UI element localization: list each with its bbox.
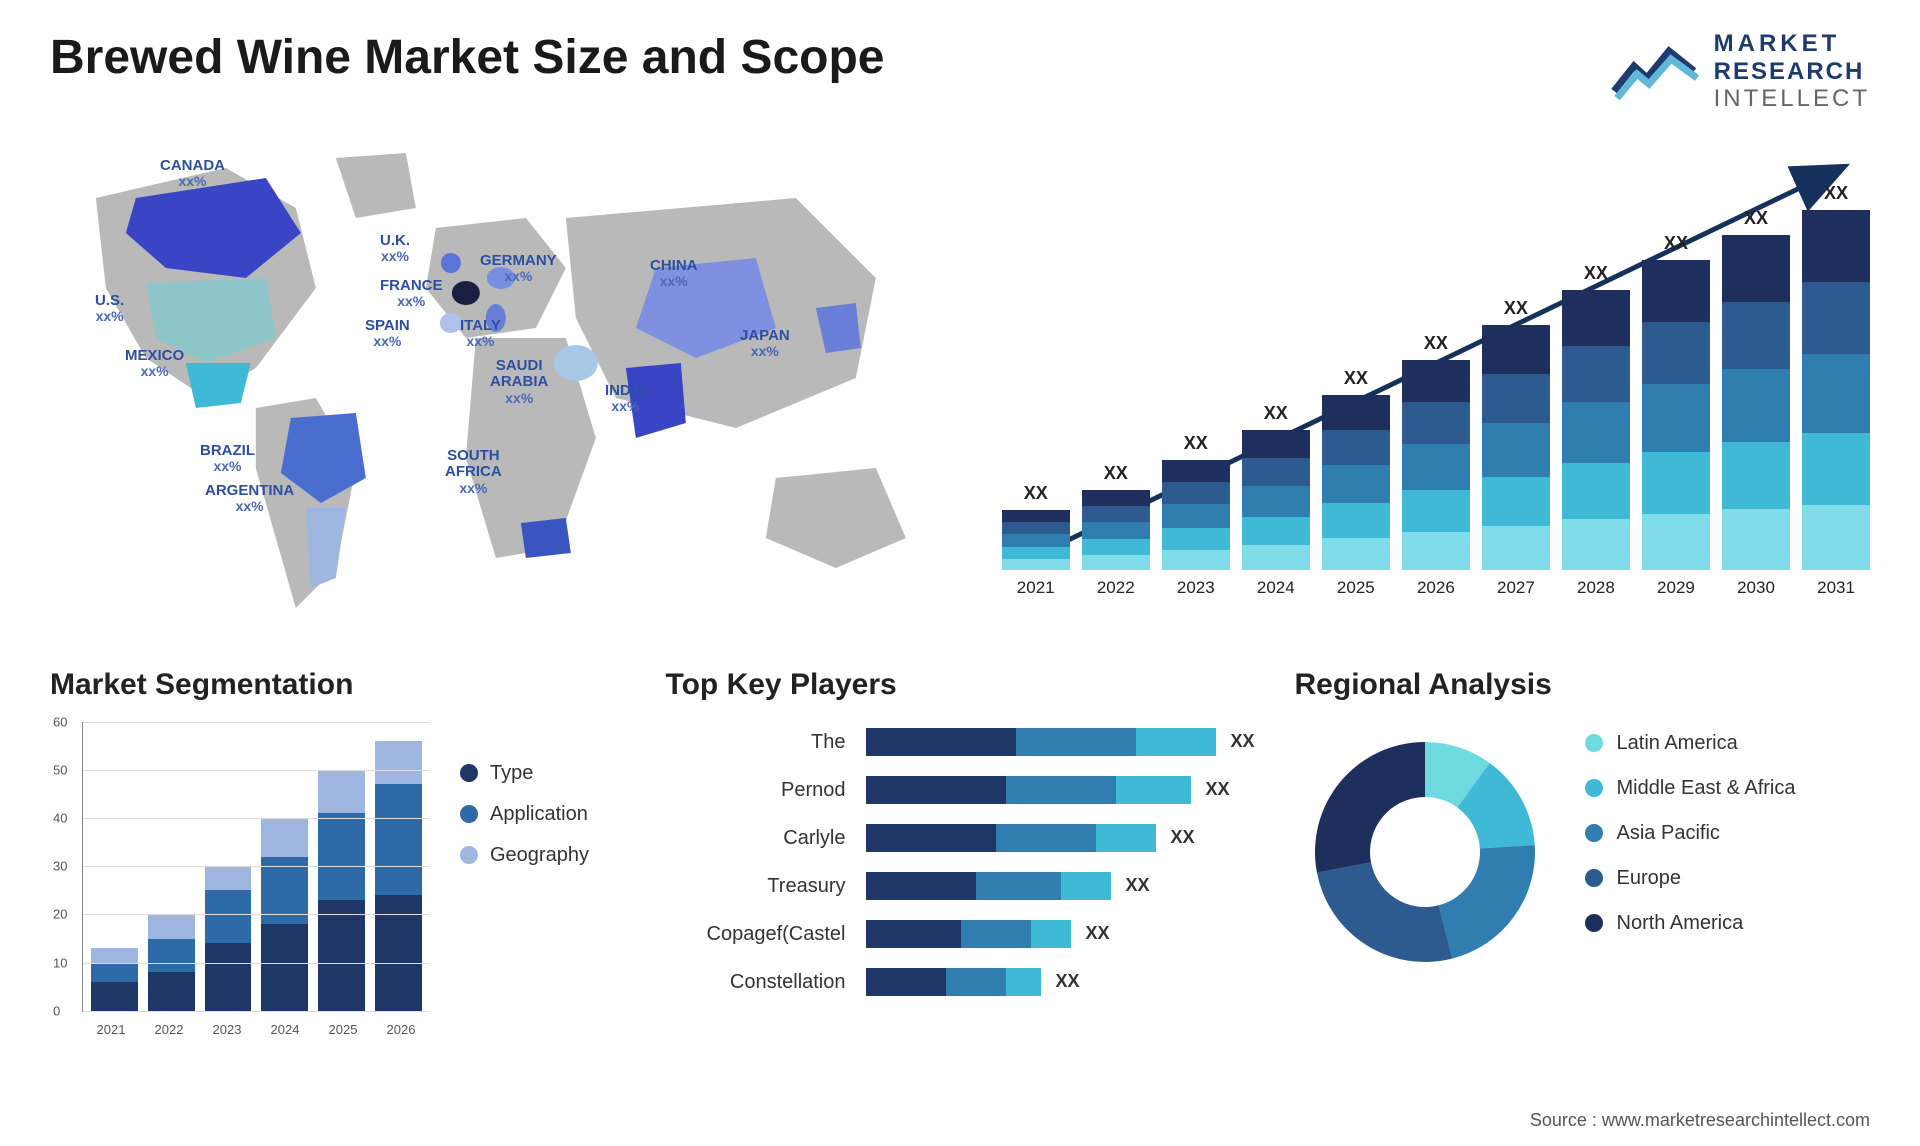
logo-line2: RESEARCH xyxy=(1714,58,1870,86)
legend-item: North America xyxy=(1585,912,1796,935)
key-player-label: Carlyle xyxy=(666,824,846,852)
map-country-label: ARGENTINAxx% xyxy=(205,483,294,516)
map-country-label: SAUDIARABIAxx% xyxy=(490,358,548,408)
growth-bar: XX2029 xyxy=(1642,233,1710,598)
legend-item: Geography xyxy=(460,844,589,867)
map-country-label: ITALYxx% xyxy=(460,318,501,351)
legend-item: Europe xyxy=(1585,867,1796,890)
key-player-label: Constellation xyxy=(666,968,846,996)
growth-bar: XX2030 xyxy=(1722,208,1790,598)
growth-bar: XX2025 xyxy=(1322,368,1390,598)
segmentation-bar xyxy=(318,770,365,1011)
segmentation-bar xyxy=(205,866,252,1011)
donut-slice xyxy=(1316,862,1451,962)
key-player-bar: XX xyxy=(866,728,1255,756)
key-player-bar: XX xyxy=(866,776,1255,804)
growth-bar: XX2027 xyxy=(1482,298,1550,598)
key-player-bar: XX xyxy=(866,920,1255,948)
growth-bar: XX2022 xyxy=(1082,463,1150,598)
key-player-label: Treasury xyxy=(666,872,846,900)
regional-title: Regional Analysis xyxy=(1295,668,1871,702)
key-players-title: Top Key Players xyxy=(666,668,1255,702)
segmentation-panel: Market Segmentation 0102030405060 202120… xyxy=(50,668,626,1068)
donut-slice xyxy=(1438,845,1534,958)
map-country-label: JAPANxx% xyxy=(740,328,790,361)
growth-bar: XX2024 xyxy=(1242,403,1310,598)
segmentation-title: Market Segmentation xyxy=(50,668,626,702)
growth-bar: XX2021 xyxy=(1002,483,1070,598)
key-player-label: Pernod xyxy=(666,776,846,804)
map-country-label: BRAZILxx% xyxy=(200,443,255,476)
segmentation-bar xyxy=(375,741,422,1011)
key-player-label: The xyxy=(666,728,846,756)
map-country-label: SPAINxx% xyxy=(365,318,410,351)
logo-icon xyxy=(1609,36,1699,106)
legend-item: Middle East & Africa xyxy=(1585,777,1796,800)
legend-item: Type xyxy=(460,762,589,785)
regional-legend: Latin America Middle East & Africa Asia Pa… xyxy=(1585,722,1796,935)
map-country-label: CHINAxx% xyxy=(650,258,698,291)
key-players-bars: XX XX XX XX XX XX xyxy=(866,722,1255,996)
map-country-label: GERMANYxx% xyxy=(480,253,557,286)
key-player-label: Copagef(Castel xyxy=(666,920,846,948)
legend-item: Asia Pacific xyxy=(1585,822,1796,845)
logo-line3: INTELLECT xyxy=(1714,85,1870,113)
brand-logo: MARKET RESEARCH INTELLECT xyxy=(1609,30,1870,113)
legend-item: Application xyxy=(460,803,589,826)
key-players-panel: Top Key Players The Pernod Carlyle Treasury… xyxy=(666,668,1255,1068)
growth-bar: XX2028 xyxy=(1562,263,1630,598)
source-attribution: Source : www.marketresearchintellect.com xyxy=(1530,1110,1870,1131)
map-country-label: INDIAxx% xyxy=(605,383,646,416)
donut-slice xyxy=(1315,742,1425,873)
logo-line1: MARKET xyxy=(1714,30,1870,58)
map-country-label: CANADAxx% xyxy=(160,158,225,191)
growth-bar: XX2031 xyxy=(1802,183,1870,598)
page-title: Brewed Wine Market Size and Scope xyxy=(50,30,884,85)
growth-bar: XX2023 xyxy=(1162,433,1230,598)
growth-bar-chart: XX2021XX2022XX2023XX2024XX2025XX2026XX20… xyxy=(1002,138,1870,638)
map-country-label: FRANCExx% xyxy=(380,278,443,311)
world-map-panel: CANADAxx% U.S.xx%MEXICOxx% BRAZILxx% ARGENT… xyxy=(50,138,962,638)
regional-donut-chart xyxy=(1295,722,1555,982)
segmentation-legend: Type Application Geography xyxy=(460,722,589,1042)
map-country-label: SOUTHAFRICAxx% xyxy=(445,448,502,498)
map-country-label: U.K.xx% xyxy=(380,233,410,266)
map-country-label: U.S.xx% xyxy=(95,293,124,326)
key-player-bar: XX xyxy=(866,872,1255,900)
segmentation-chart: 0102030405060 202120222023202420252026 xyxy=(50,722,430,1042)
legend-item: Latin America xyxy=(1585,732,1796,755)
regional-panel: Regional Analysis Latin America Middle Ea… xyxy=(1295,668,1871,1068)
key-player-bar: XX xyxy=(866,824,1255,852)
map-country-label: MEXICOxx% xyxy=(125,348,184,381)
segmentation-bar xyxy=(91,948,138,1011)
key-players-labels: The Pernod Carlyle Treasury Copagef(Castel Co… xyxy=(666,722,846,996)
growth-bar: XX2026 xyxy=(1402,333,1470,598)
key-player-bar: XX xyxy=(866,968,1255,996)
